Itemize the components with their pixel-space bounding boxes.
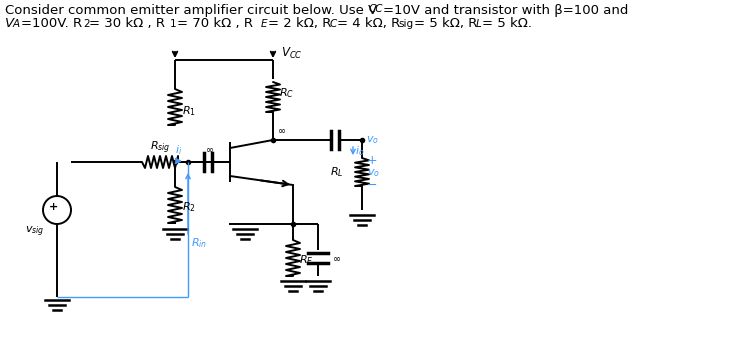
Text: V: V [5, 17, 14, 30]
Text: $i_i$: $i_i$ [176, 143, 182, 157]
Text: 2: 2 [83, 19, 90, 29]
Text: $R_C$: $R_C$ [279, 86, 294, 100]
Text: −: − [367, 178, 378, 191]
Text: = 4 kΩ, R: = 4 kΩ, R [337, 17, 400, 30]
Text: = 5 kΩ.: = 5 kΩ. [482, 17, 532, 30]
Text: $R_L$: $R_L$ [330, 165, 344, 179]
Text: $i_o$: $i_o$ [355, 144, 364, 158]
Text: sig: sig [398, 19, 413, 29]
Text: $v_{sig}$: $v_{sig}$ [26, 225, 44, 239]
Text: C: C [330, 19, 338, 29]
Text: $R_E$: $R_E$ [299, 253, 313, 267]
Text: = 5 kΩ, R: = 5 kΩ, R [414, 17, 477, 30]
Text: $v_o$: $v_o$ [366, 134, 379, 146]
Text: +: + [367, 153, 378, 166]
Text: $R_{sig}$: $R_{sig}$ [149, 140, 171, 156]
Text: = 2 kΩ, R: = 2 kΩ, R [268, 17, 332, 30]
Text: $R_2$: $R_2$ [182, 200, 196, 214]
Text: =10V and transistor with β=100 and: =10V and transistor with β=100 and [383, 4, 628, 17]
Text: L: L [476, 19, 482, 29]
Text: = 70 kΩ , R: = 70 kΩ , R [177, 17, 253, 30]
Text: CC: CC [369, 4, 383, 14]
Text: 1: 1 [170, 19, 176, 29]
Text: $v_o$: $v_o$ [367, 167, 380, 179]
Text: $V_{CC}$: $V_{CC}$ [281, 46, 303, 61]
Text: $R_{in}$: $R_{in}$ [191, 236, 207, 250]
Text: $\infty$: $\infty$ [277, 125, 286, 135]
Text: =100V. R: =100V. R [21, 17, 82, 30]
Text: $\infty$: $\infty$ [206, 144, 214, 154]
Text: A: A [13, 19, 20, 29]
Text: E: E [261, 19, 268, 29]
Text: $\infty$: $\infty$ [332, 253, 341, 263]
Text: = 30 kΩ , R: = 30 kΩ , R [89, 17, 165, 30]
Text: $R_1$: $R_1$ [182, 104, 196, 118]
Text: Consider common emitter amplifier circuit below. Use V: Consider common emitter amplifier circui… [5, 4, 377, 17]
Text: +: + [50, 202, 58, 212]
